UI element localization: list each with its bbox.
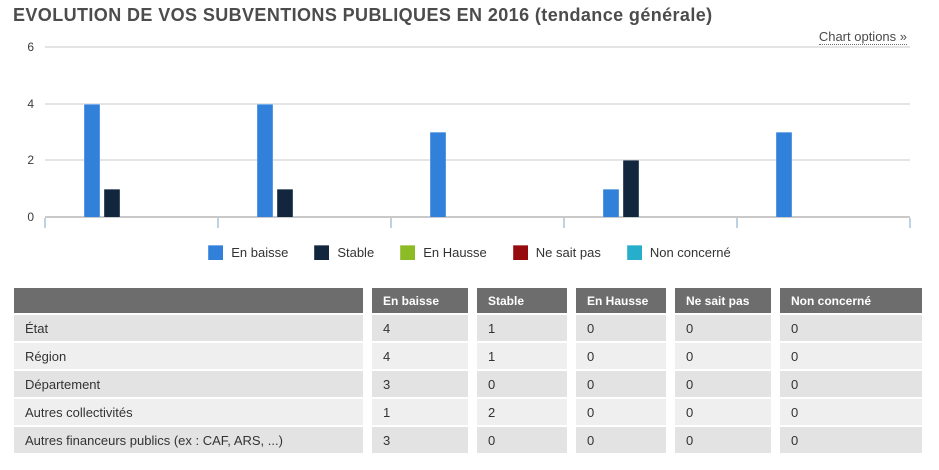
row-label: Département bbox=[14, 371, 363, 397]
x-axis-tick bbox=[909, 218, 911, 228]
legend-swatch bbox=[208, 244, 224, 260]
legend-item: En Hausse bbox=[400, 244, 487, 260]
x-axis-tick bbox=[736, 218, 738, 228]
cell-value: 0 bbox=[576, 343, 666, 369]
table-header-cell: En Hausse bbox=[576, 288, 666, 313]
legend-item: Non concerné bbox=[626, 244, 731, 260]
chart-legend: En baisse Stable En Hausse Ne sait pas Non c… bbox=[0, 243, 939, 261]
legend-swatch bbox=[626, 244, 642, 260]
cell-value: 0 bbox=[675, 427, 771, 453]
legend-swatch bbox=[314, 244, 330, 260]
chart-options-link[interactable]: Chart options » bbox=[818, 29, 907, 45]
legend-item: Ne sait pas bbox=[512, 244, 601, 260]
bar-stable bbox=[103, 188, 120, 217]
gridline bbox=[45, 46, 910, 48]
row-label: Autres collectivités bbox=[14, 399, 363, 425]
bar-chart: 0 2 4 6 bbox=[0, 40, 939, 240]
legend-label: En Hausse bbox=[423, 244, 487, 260]
table-header-cell: Non concerné bbox=[780, 288, 922, 313]
bar-en-baisse bbox=[429, 132, 446, 217]
legend-item: En baisse bbox=[208, 244, 289, 260]
cell-value: 0 bbox=[780, 427, 922, 453]
bar-stable bbox=[276, 188, 293, 217]
cell-value: 1 bbox=[477, 343, 567, 369]
legend-swatch bbox=[512, 244, 528, 260]
legend-label: Stable bbox=[337, 244, 375, 260]
cell-value: 0 bbox=[675, 371, 771, 397]
cell-value: 4 bbox=[372, 343, 468, 369]
cell-value: 3 bbox=[372, 427, 468, 453]
row-label: État bbox=[14, 315, 363, 341]
x-axis-tick bbox=[44, 218, 46, 228]
legend-swatch bbox=[400, 244, 416, 260]
y-axis-tick-label: 6 bbox=[27, 40, 34, 54]
bar-en-baisse bbox=[775, 132, 792, 217]
cell-value: 2 bbox=[477, 399, 567, 425]
cell-value: 4 bbox=[372, 315, 468, 341]
cell-value: 0 bbox=[576, 371, 666, 397]
cell-value: 0 bbox=[780, 343, 922, 369]
page-title: EVOLUTION DE VOS SUBVENTIONS PUBLIQUES E… bbox=[13, 5, 713, 25]
gridline bbox=[45, 102, 910, 105]
cell-value: 0 bbox=[780, 315, 922, 341]
cell-value: 0 bbox=[675, 343, 771, 369]
table-header-cell: En baisse bbox=[372, 288, 468, 313]
cell-value: 1 bbox=[372, 399, 468, 425]
legend-label: Non concerné bbox=[649, 244, 731, 260]
cell-value: 0 bbox=[675, 315, 771, 341]
cell-value: 0 bbox=[576, 315, 666, 341]
row-label: Région bbox=[14, 343, 363, 369]
cell-value: 0 bbox=[477, 427, 567, 453]
legend-label: En baisse bbox=[231, 244, 289, 260]
y-axis-tick-label: 4 bbox=[27, 96, 34, 111]
y-axis-tick-label: 2 bbox=[27, 153, 34, 168]
y-axis-tick-label: 0 bbox=[27, 210, 34, 224]
cell-value: 0 bbox=[780, 371, 922, 397]
cell-value: 0 bbox=[675, 399, 771, 425]
cell-value: 0 bbox=[477, 371, 567, 397]
x-axis-tick bbox=[217, 218, 219, 228]
gridline bbox=[45, 159, 910, 162]
cell-value: 0 bbox=[576, 427, 666, 453]
bar-en-baisse bbox=[83, 103, 100, 217]
legend-item: Stable bbox=[314, 244, 375, 260]
table-header-cell: Ne sait pas bbox=[675, 288, 771, 313]
cell-value: 0 bbox=[780, 399, 922, 425]
row-label: Autres financeurs publics (ex : CAF, ARS… bbox=[14, 427, 363, 453]
cell-value: 3 bbox=[372, 371, 468, 397]
x-axis-tick bbox=[390, 218, 392, 228]
x-axis-line bbox=[45, 216, 910, 218]
x-axis-tick bbox=[563, 218, 565, 228]
bar-en-baisse bbox=[602, 188, 619, 217]
cell-value: 0 bbox=[576, 399, 666, 425]
legend-label: Ne sait pas bbox=[535, 244, 601, 260]
bar-en-baisse bbox=[256, 103, 273, 217]
table-header-cell bbox=[14, 288, 363, 313]
bar-stable bbox=[622, 160, 639, 217]
data-table: En baisse Stable En Hausse Ne sait pas Non c… bbox=[14, 288, 922, 453]
table-header-cell: Stable bbox=[477, 288, 567, 313]
cell-value: 1 bbox=[477, 315, 567, 341]
